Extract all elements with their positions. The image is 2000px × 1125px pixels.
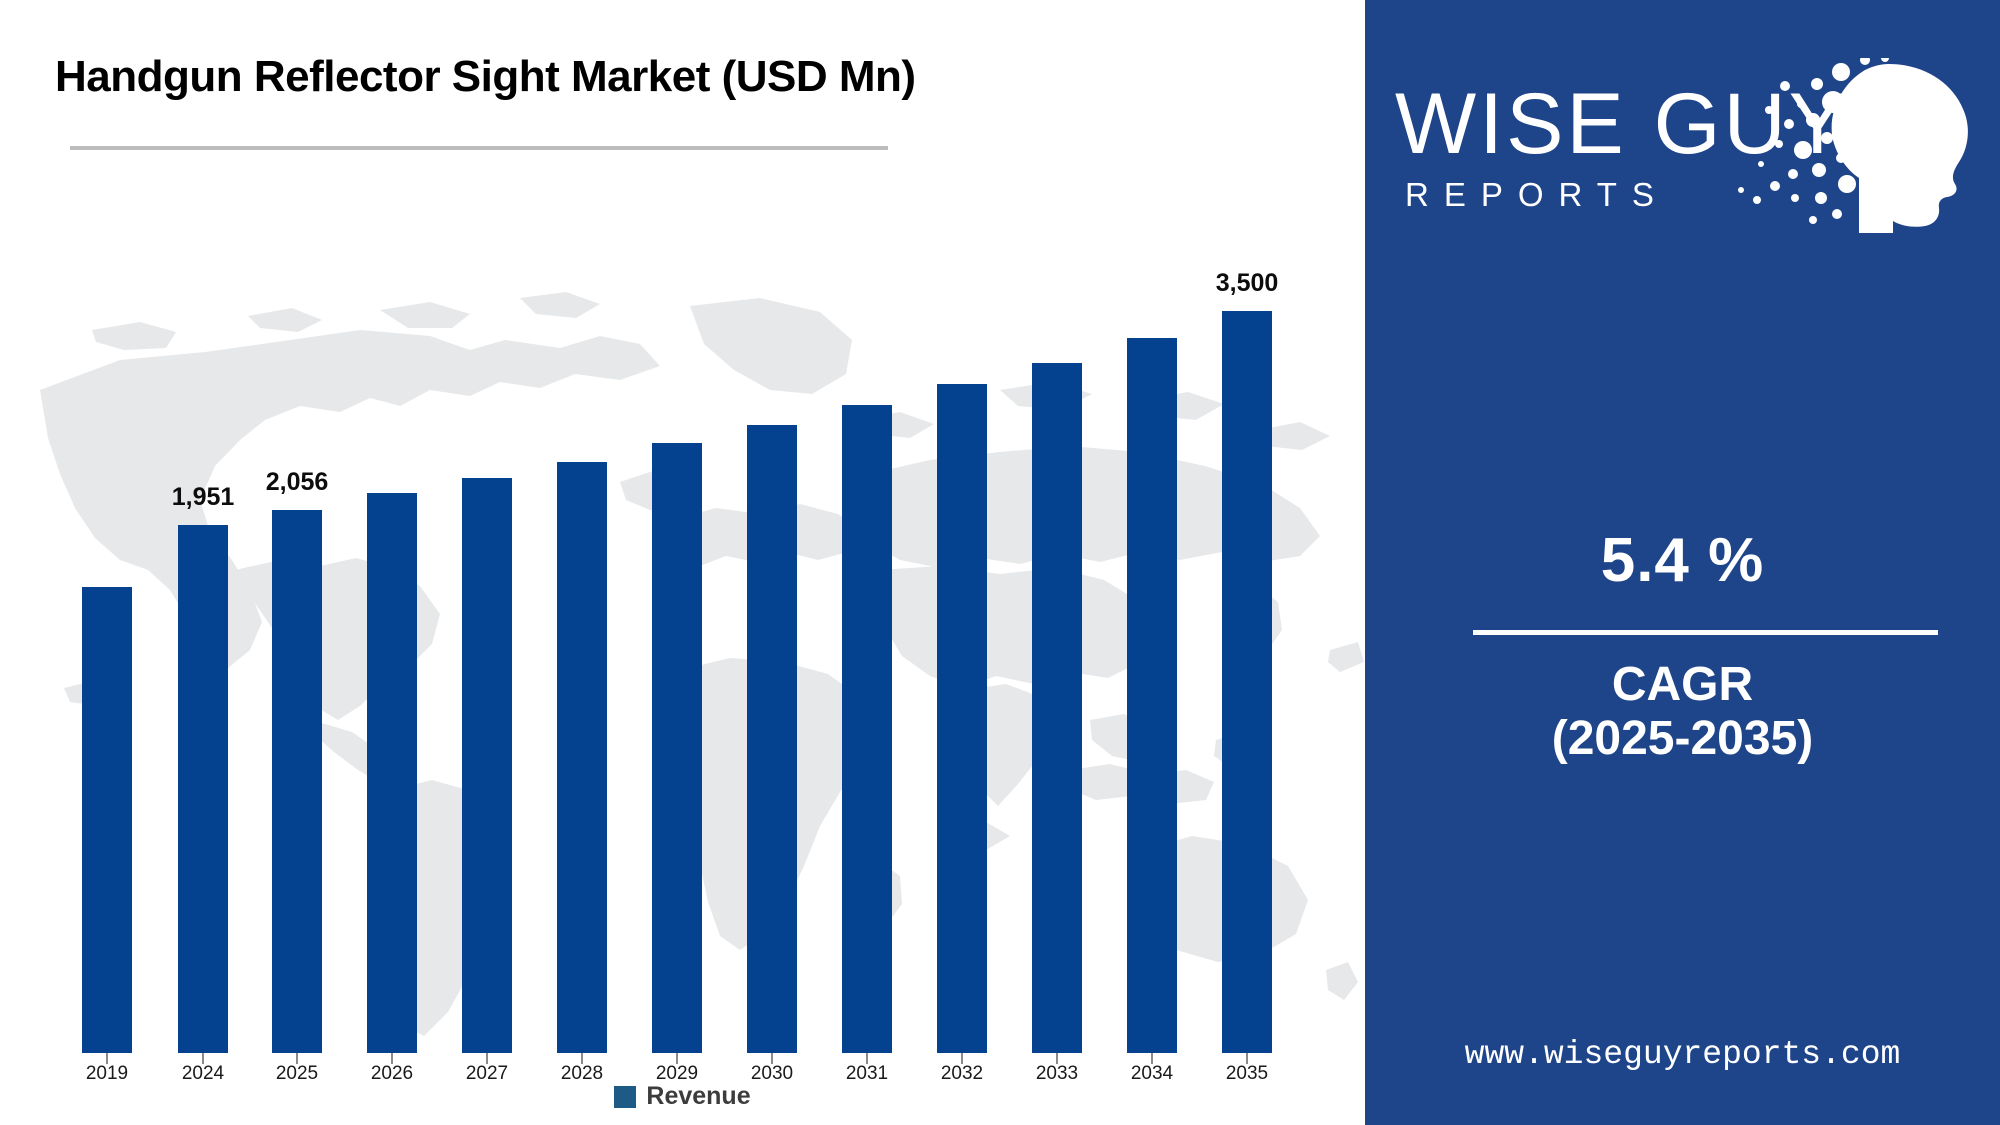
x-axis-tick-2029 xyxy=(676,1053,678,1064)
bar-2032 xyxy=(937,384,987,1053)
bar-2026 xyxy=(367,493,417,1053)
bar-2031 xyxy=(842,405,892,1053)
x-axis-label-2019: 2019 xyxy=(85,1063,129,1084)
x-axis-tick-2035 xyxy=(1246,1053,1248,1064)
x-axis-tick-2028 xyxy=(581,1053,583,1064)
bar-2025 xyxy=(272,510,322,1053)
bar-2033 xyxy=(1032,363,1082,1053)
cagr-divider xyxy=(1473,630,1938,635)
x-axis-label-2035: 2035 xyxy=(1225,1063,1269,1084)
x-axis-label-2028: 2028 xyxy=(560,1063,604,1084)
brand-panel: WISE GUY REPORTS xyxy=(1365,0,2000,1125)
svg-text:REPORTS: REPORTS xyxy=(1405,176,1669,213)
x-axis-tick-2031 xyxy=(866,1053,868,1064)
bar-value-label-2035: 3,500 xyxy=(1215,269,1279,297)
chart-legend: Revenue xyxy=(0,1082,1365,1111)
x-axis-tick-2027 xyxy=(486,1053,488,1064)
x-axis-label-2033: 2033 xyxy=(1035,1063,1079,1084)
title-divider xyxy=(70,146,888,150)
bar-2028 xyxy=(557,462,607,1053)
bar-value-label-2025: 2,056 xyxy=(265,468,329,496)
x-axis-label-2032: 2032 xyxy=(940,1063,984,1084)
bar-value-label-2024: 1,951 xyxy=(171,483,235,511)
x-axis-tick-2025 xyxy=(296,1053,298,1064)
x-axis-tick-2030 xyxy=(771,1053,773,1064)
bar-2024 xyxy=(178,525,228,1053)
bar-2019 xyxy=(82,587,132,1053)
bar-2029 xyxy=(652,443,702,1053)
x-axis-label-2024: 2024 xyxy=(181,1063,225,1084)
x-axis-label-2030: 2030 xyxy=(750,1063,794,1084)
x-axis-label-2026: 2026 xyxy=(370,1063,414,1084)
legend-swatch-revenue xyxy=(614,1085,637,1108)
website-url: www.wiseguyreports.com xyxy=(1464,1036,1901,1073)
cagr-caption-line1: CAGR xyxy=(1611,658,1754,711)
legend-label-revenue: Revenue xyxy=(646,1082,751,1110)
x-axis-tick-2032 xyxy=(961,1053,963,1064)
plot-area: 2019 1,951 2024 2,056 2025 2026 2027 2028 2029 20… xyxy=(82,269,1279,1084)
x-axis-label-2029: 2029 xyxy=(655,1063,699,1084)
x-axis-tick-2019 xyxy=(106,1053,108,1064)
bar-2035 xyxy=(1222,311,1272,1053)
page-title: Handgun Reflector Sight Market (USD Mn) xyxy=(55,52,916,101)
x-axis-tick-2026 xyxy=(391,1053,393,1064)
bar-2027 xyxy=(462,478,512,1053)
chart-panel: Handgun Reflector Sight Market (USD Mn) xyxy=(0,52,1365,1111)
cagr-caption: CAGR (2025-2035) xyxy=(1365,658,2000,766)
x-axis-tick-2033 xyxy=(1056,1053,1058,1064)
x-axis-tick-2024 xyxy=(202,1053,204,1064)
x-axis-tick-2034 xyxy=(1151,1053,1153,1064)
cagr-caption-line2: (2025-2035) xyxy=(1551,711,1814,765)
x-axis-label-2034: 2034 xyxy=(1130,1063,1174,1084)
cagr-value: 5.4 % xyxy=(1600,526,1765,595)
x-axis-label-2027: 2027 xyxy=(465,1063,509,1084)
bar-2034 xyxy=(1127,338,1177,1053)
x-axis-label-2025: 2025 xyxy=(275,1063,319,1084)
x-axis-label-2031: 2031 xyxy=(845,1063,889,1084)
wiseguy-reports-logo: WISE GUY REPORTS xyxy=(1389,58,1979,233)
svg-text:WISE GUY: WISE GUY xyxy=(1395,76,1849,172)
bar-2030 xyxy=(747,425,797,1053)
